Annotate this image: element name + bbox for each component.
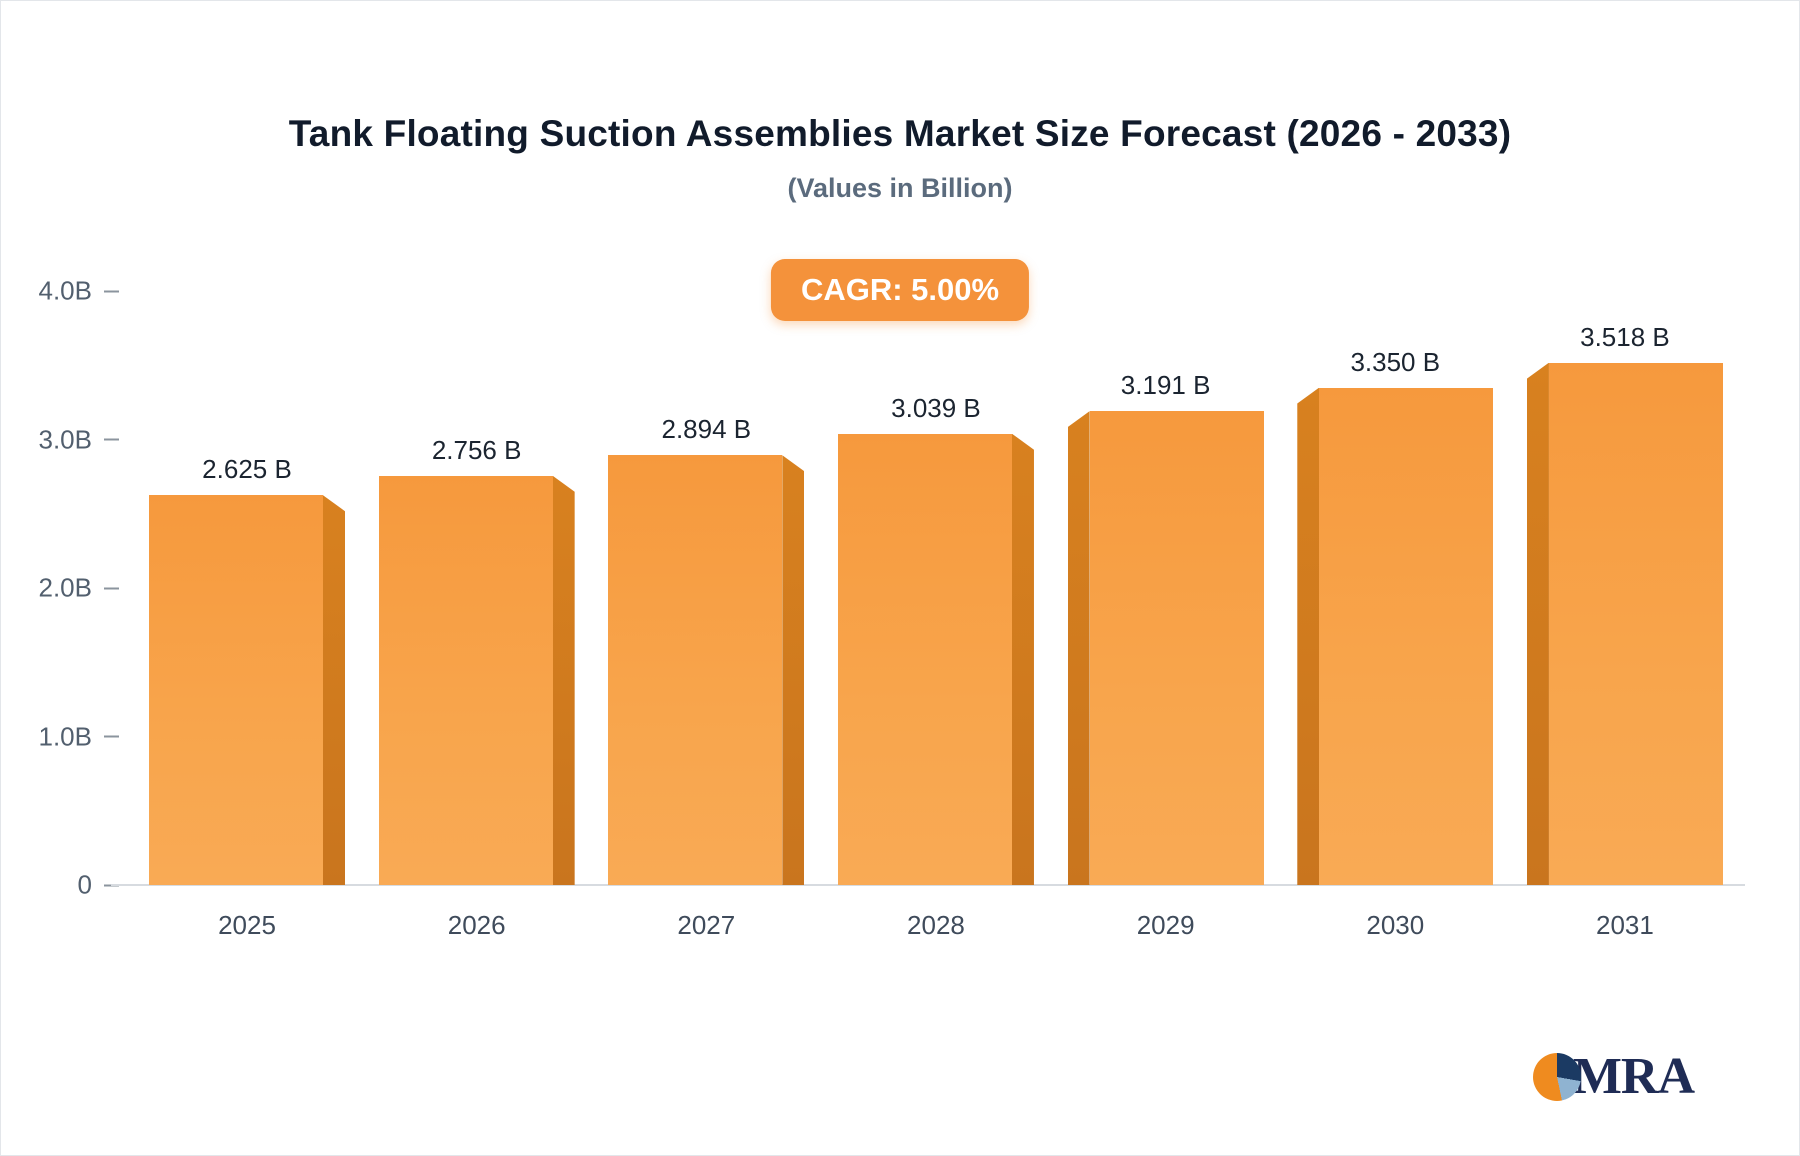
bar-face xyxy=(149,495,323,885)
y-tick-mark xyxy=(104,587,119,589)
bar-face xyxy=(1548,362,1723,885)
bar-value-label: 2.756 B xyxy=(431,434,522,465)
bar-group: 2.625 B 2025 xyxy=(149,291,345,940)
bar-group: 2.756 B 2026 xyxy=(378,291,575,940)
y-axis: 0 1.0B 2.0B 3.0B 4.0B xyxy=(1,276,119,900)
y-tick-label: 4.0B xyxy=(38,275,93,306)
y-tick: 2.0B xyxy=(38,572,119,604)
chart-title: Tank Floating Suction Assemblies Market … xyxy=(288,113,1512,154)
bar xyxy=(1297,387,1494,885)
bar-face xyxy=(608,455,783,885)
y-tick-label: 0 xyxy=(77,869,92,900)
y-tick-mark xyxy=(104,290,119,292)
mra-logo-pie-icon xyxy=(1532,1053,1581,1101)
bar-value-label: 3.191 B xyxy=(1120,370,1211,401)
bar-face xyxy=(1319,387,1494,885)
y-tick: 3.0B xyxy=(38,424,119,455)
bar xyxy=(378,475,575,885)
plot-area: 2.625 B 2025 2.756 B 2026 2.894 B 2027 3.039 B… xyxy=(111,291,1745,940)
bar-group: 3.518 B 2031 xyxy=(1526,291,1723,940)
y-tick-label: 2.0B xyxy=(38,572,93,603)
bar xyxy=(837,433,1034,885)
x-axis-label: 2026 xyxy=(447,910,506,940)
bar xyxy=(149,495,345,885)
x-axis-label: 2027 xyxy=(677,910,736,940)
bar-group: 3.191 B 2029 xyxy=(1067,291,1264,940)
bar-value-label: 3.350 B xyxy=(1350,346,1441,377)
bar-value-label: 3.039 B xyxy=(891,392,981,423)
bar-side-shade xyxy=(1297,387,1320,885)
bar xyxy=(1067,411,1264,885)
bar-group: 2.894 B 2027 xyxy=(608,291,805,940)
bar-face xyxy=(1089,411,1264,885)
x-axis-label: 2031 xyxy=(1596,910,1654,940)
bar-face xyxy=(837,433,1012,885)
mra-logo: MRA xyxy=(1532,1048,1695,1105)
bar xyxy=(1526,362,1723,885)
x-axis-label: 2025 xyxy=(218,910,276,940)
y-tick-label: 3.0B xyxy=(38,424,93,454)
bar-value-label: 2.625 B xyxy=(202,454,292,485)
bar-group: 3.350 B 2030 xyxy=(1297,291,1494,940)
x-axis-label: 2029 xyxy=(1136,910,1195,940)
bar-group: 3.039 B 2028 xyxy=(837,291,1034,940)
x-axis-label: 2028 xyxy=(907,910,965,940)
y-tick: 4.0B xyxy=(38,275,119,307)
y-tick: 1.0B xyxy=(38,721,119,752)
bar-side-shade xyxy=(552,475,575,885)
bar-value-label: 3.518 B xyxy=(1580,321,1670,352)
bar-value-label: 2.894 B xyxy=(661,414,752,445)
bar xyxy=(608,455,805,885)
x-axis-line xyxy=(111,884,1745,886)
bar-side-shade xyxy=(323,495,345,885)
bar-side-shade xyxy=(782,455,805,885)
bar-side-shade xyxy=(1067,411,1090,885)
bar-face xyxy=(378,475,553,885)
bar-side-shade xyxy=(1011,433,1034,885)
y-tick-label: 1.0B xyxy=(38,721,93,751)
y-tick-mark xyxy=(104,735,119,738)
bar-side-shade xyxy=(1526,362,1549,885)
y-tick-mark xyxy=(104,438,119,441)
x-axis-label: 2030 xyxy=(1366,910,1425,940)
cagr-badge: CAGR: 5.00% xyxy=(770,259,1030,321)
mra-logo-text: MRA xyxy=(1572,1048,1695,1105)
chart-subtitle: (Values in Billion) xyxy=(787,173,1013,203)
